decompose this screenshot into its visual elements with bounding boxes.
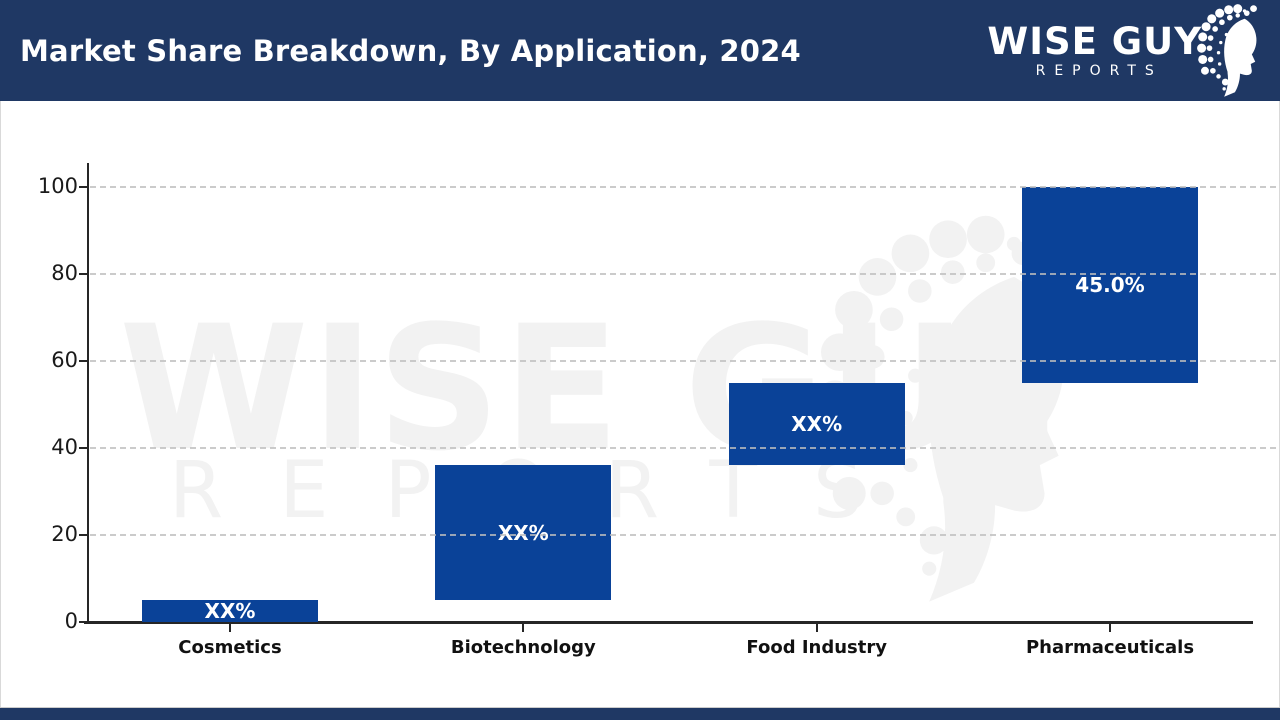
y-tick-mark-100 [79, 186, 87, 188]
bar-value-label: XX% [204, 599, 256, 624]
bar-food-industry: XX% [728, 382, 905, 466]
x-tick-mark-0 [229, 624, 231, 632]
category-label-biotechnology: Biotechnology [450, 637, 596, 658]
x-tick-mark-2 [815, 624, 818, 632]
category-label-food-industry: Food Industry [746, 637, 887, 658]
y-axis-spine [87, 163, 89, 624]
category-label-pharmaceuticals: Pharmaceuticals [1025, 637, 1195, 658]
y-tick-mark-80 [79, 273, 87, 275]
y-tick-label-100: 100 [37, 174, 78, 198]
y-tick-label-80: 80 [51, 261, 78, 285]
y-tick-mark-0 [79, 621, 87, 623]
y-tick-label-20: 20 [51, 522, 78, 546]
y-tick-mark-40 [79, 447, 87, 449]
y-tick-label-0: 0 [64, 609, 78, 633]
bar-value-label: XX% [791, 412, 843, 437]
bar-biotechnology: XX% [435, 465, 612, 601]
bar-pharmaceuticals: 45.0% [1022, 187, 1198, 383]
gridline-20 [90, 534, 1276, 536]
gridline-40 [90, 447, 1276, 449]
x-tick-mark-3 [1109, 624, 1111, 632]
logo-face-dots-icon [1197, 3, 1257, 97]
bar-value-label: XX% [497, 520, 549, 545]
x-axis-spine [84, 621, 1253, 624]
bar-value-label: 45.0% [1075, 272, 1145, 297]
y-tick-label-40: 40 [51, 435, 78, 459]
x-tick-mark-1 [522, 624, 525, 632]
category-label-cosmetics: Cosmetics [178, 637, 282, 658]
logo-wordmark: WISE GUY [987, 20, 1202, 63]
y-tick-mark-20 [79, 534, 87, 536]
y-tick-mark-60 [79, 360, 87, 362]
gridline-100 [90, 186, 1276, 188]
bar-cosmetics: XX% [142, 599, 318, 624]
logo-text: WISE GUY REPORTS [987, 23, 1202, 78]
wise-guy-reports-logo: WISE GUY REPORTS [987, 3, 1266, 99]
footer-bar [0, 707, 1280, 720]
y-tick-label-60: 60 [51, 348, 78, 372]
header-bar: Market Share Breakdown, By Application, … [0, 0, 1280, 101]
chart-title: Market Share Breakdown, By Application, … [20, 33, 801, 68]
gridline-80 [90, 273, 1276, 275]
gridline-60 [90, 360, 1276, 362]
logo-subtitle: REPORTS [1035, 63, 1163, 79]
